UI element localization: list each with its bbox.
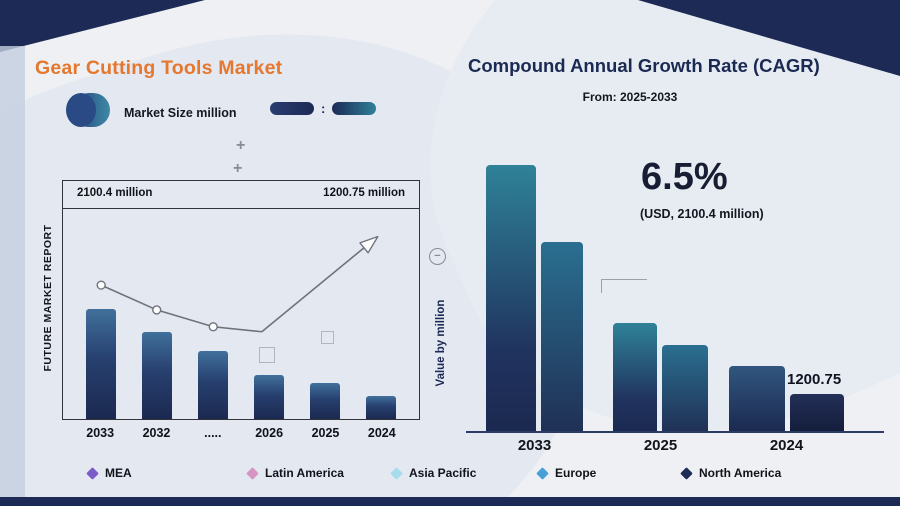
legend-diamond-icon xyxy=(536,466,549,480)
value-axis-label: Value by million xyxy=(435,299,447,387)
cagr-bar-2033-1 xyxy=(486,165,536,432)
corner-decoration-top-left xyxy=(0,0,205,52)
annotation-2033-value: 2100.4 million xyxy=(77,187,153,199)
chart-annotations: 2100.4 million 1200.75 million xyxy=(63,187,419,209)
bottom-edge-band xyxy=(0,497,900,506)
legend-pills: : xyxy=(270,101,377,116)
market-size-bar-..... xyxy=(198,351,228,419)
legend-label: MEA xyxy=(105,466,132,480)
cylinder-icon xyxy=(62,90,116,135)
market-size-bar-2033 xyxy=(86,309,116,419)
x-label-2032: 2032 xyxy=(142,426,171,440)
legend-label: North America xyxy=(699,466,782,480)
market-size-bars xyxy=(63,309,419,419)
legend-item-latin-america: Latin America xyxy=(246,466,344,480)
annotation-2024-value: 1200.75 million xyxy=(323,187,405,199)
bar-slot xyxy=(297,383,353,419)
legend-diamond-icon xyxy=(390,466,403,480)
plus-decoration-icon: + xyxy=(236,137,246,154)
bar-slot xyxy=(185,351,241,419)
legend-item-europe: Europe xyxy=(536,466,597,480)
cagr-note: (USD, 2100.4 million) xyxy=(640,207,764,221)
cagr-x-axis-line xyxy=(466,431,884,433)
x-label-2033: 2033 xyxy=(86,426,115,440)
legend-separator: : xyxy=(321,101,326,116)
legend-diamond-icon xyxy=(680,466,693,480)
legend-item-mea: MEA xyxy=(86,466,132,480)
legend-pill-dark xyxy=(270,102,314,115)
market-size-legend: Market Size million xyxy=(62,90,237,135)
cagr-bar-2025-1 xyxy=(613,323,657,432)
market-size-bar-2026 xyxy=(254,375,284,419)
x-label-2026: 2026 xyxy=(255,426,284,440)
x-label-2025: 2025 xyxy=(643,437,678,454)
cagr-bar-2024-2 xyxy=(790,394,844,432)
legend-label: Asia Pacific xyxy=(409,466,477,480)
bar-value-callout: 1200.75 xyxy=(787,371,842,388)
plus-decoration-icon: + xyxy=(233,160,243,177)
bar-slot xyxy=(353,396,409,419)
region-legend: MEA Latin America Asia Pacific Europe North … xyxy=(0,466,900,486)
x-label-.....: ..... xyxy=(204,426,222,440)
legend-label: Latin America xyxy=(265,466,344,480)
legend-item-asia-pacific: Asia Pacific xyxy=(390,466,477,480)
cagr-bar-2024-1 xyxy=(729,366,785,432)
market-size-bar-2025 xyxy=(310,383,340,419)
market-size-bar-2032 xyxy=(142,332,172,419)
left-chart-title: Gear Cutting Tools Market xyxy=(35,57,283,79)
market-size-label: Market Size million xyxy=(124,105,237,120)
bar-slot xyxy=(73,309,129,419)
market-size-chart: 2100.4 million 1200.75 million xyxy=(62,180,420,420)
circle-minus-icon: − xyxy=(429,248,446,265)
step-decoration xyxy=(601,279,647,293)
x-label-2024: 2024 xyxy=(367,426,396,440)
x-label-2024: 2024 xyxy=(769,437,804,454)
market-size-bar-2024 xyxy=(366,396,396,419)
legend-item-north-america: North America xyxy=(680,466,782,480)
legend-diamond-icon xyxy=(246,466,259,480)
x-label-2025: 2025 xyxy=(311,426,340,440)
square-decoration xyxy=(321,331,334,344)
x-label-2033: 2033 xyxy=(517,437,552,454)
bar-slot xyxy=(129,332,185,419)
legend-label: Europe xyxy=(555,466,597,480)
cagr-title: Compound Annual Growth Rate (CAGR) xyxy=(468,55,820,76)
market-size-x-axis: 2033 2032..... 2026 2025 2024 xyxy=(62,426,420,440)
cagr-bar-2033-2 xyxy=(541,242,583,432)
square-decoration xyxy=(259,347,275,363)
cagr-bar-2025-2 xyxy=(662,345,708,432)
left-edge-band xyxy=(0,46,25,497)
legend-diamond-icon xyxy=(86,466,99,480)
bar-slot xyxy=(241,375,297,419)
cagr-value: 6.5% xyxy=(641,156,728,198)
cagr-subtitle: From: 2025-2033 xyxy=(582,90,678,104)
future-market-report-watermark: FUTURE MARKET REPORT xyxy=(42,224,54,372)
legend-pill-gradient xyxy=(332,102,377,115)
